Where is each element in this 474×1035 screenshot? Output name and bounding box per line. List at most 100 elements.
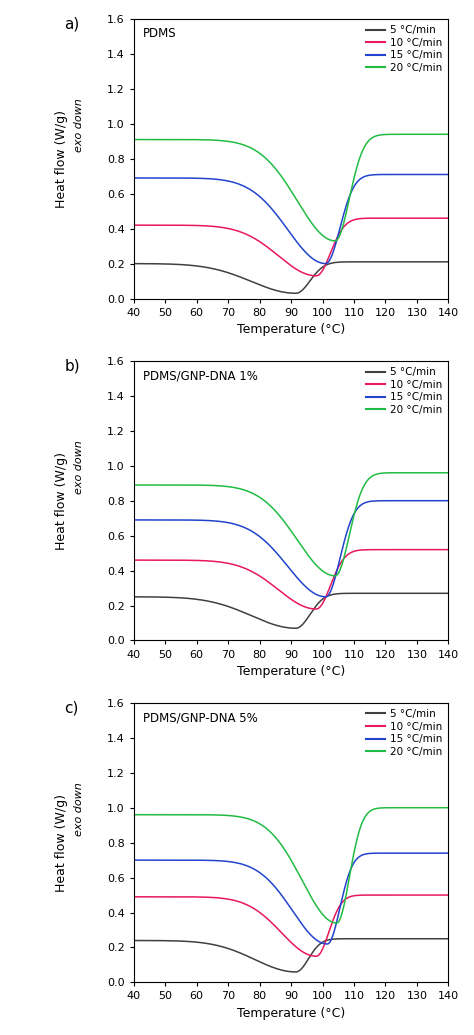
15 °C/min — [379, 495, 384, 507]
5 °C/min — [293, 622, 299, 634]
10 °C/min — [284, 590, 290, 602]
15 °C/min — [437, 847, 442, 859]
10 °C/min — [313, 950, 319, 963]
5 °C/min — [437, 587, 442, 599]
5 °C/min — [437, 587, 442, 599]
15 °C/min — [444, 169, 450, 181]
15 °C/min — [284, 559, 290, 571]
10 °C/min — [313, 602, 319, 615]
5 °C/min — [446, 587, 451, 599]
Y-axis label: Heat flow (W/g): Heat flow (W/g) — [55, 451, 68, 550]
5 °C/min — [379, 256, 384, 268]
Line: 15 °C/min: 15 °C/min — [134, 853, 448, 944]
10 °C/min — [131, 890, 137, 903]
20 °C/min — [147, 134, 153, 146]
5 °C/min — [437, 256, 442, 268]
20 °C/min — [437, 467, 442, 479]
10 °C/min — [275, 249, 281, 262]
Legend: 5 °C/min, 10 °C/min, 15 °C/min, 20 °C/min: 5 °C/min, 10 °C/min, 15 °C/min, 20 °C/mi… — [362, 363, 447, 419]
Text: exo down: exo down — [73, 782, 84, 836]
20 °C/min — [131, 479, 137, 492]
20 °C/min — [284, 847, 290, 859]
5 °C/min — [415, 256, 421, 268]
Line: 20 °C/min: 20 °C/min — [134, 473, 448, 575]
15 °C/min — [379, 847, 384, 859]
10 °C/min — [437, 212, 442, 225]
5 °C/min — [401, 933, 407, 945]
15 °C/min — [131, 172, 137, 184]
Text: c): c) — [64, 700, 79, 715]
10 °C/min — [437, 889, 442, 901]
10 °C/min — [284, 932, 290, 944]
10 °C/min — [446, 543, 451, 556]
10 °C/min — [131, 554, 137, 566]
5 °C/min — [379, 933, 384, 945]
10 °C/min — [313, 269, 319, 282]
10 °C/min — [379, 889, 384, 901]
20 °C/min — [147, 479, 153, 492]
10 °C/min — [437, 889, 442, 901]
10 °C/min — [446, 889, 451, 901]
20 °C/min — [284, 519, 290, 531]
10 °C/min — [131, 219, 137, 232]
15 °C/min — [437, 169, 442, 181]
Legend: 5 °C/min, 10 °C/min, 15 °C/min, 20 °C/min: 5 °C/min, 10 °C/min, 15 °C/min, 20 °C/mi… — [362, 21, 447, 78]
20 °C/min — [446, 128, 451, 141]
Text: b): b) — [64, 358, 80, 374]
10 °C/min — [422, 889, 428, 901]
15 °C/min — [131, 854, 137, 866]
20 °C/min — [437, 128, 442, 141]
5 °C/min — [275, 285, 281, 297]
20 °C/min — [437, 801, 442, 814]
15 °C/min — [147, 854, 153, 866]
Text: PDMS: PDMS — [143, 27, 177, 40]
Text: a): a) — [64, 17, 80, 31]
20 °C/min — [275, 508, 281, 521]
20 °C/min — [379, 802, 384, 815]
20 °C/min — [437, 128, 442, 141]
10 °C/min — [437, 543, 442, 556]
Y-axis label: Heat flow (W/g): Heat flow (W/g) — [55, 110, 68, 208]
15 °C/min — [437, 847, 442, 859]
20 °C/min — [275, 167, 281, 179]
Text: PDMS/GNP-DNA 1%: PDMS/GNP-DNA 1% — [143, 369, 258, 382]
15 °C/min — [147, 513, 153, 526]
20 °C/min — [332, 569, 338, 582]
15 °C/min — [147, 172, 153, 184]
Text: exo down: exo down — [73, 440, 84, 494]
10 °C/min — [379, 212, 384, 225]
20 °C/min — [284, 178, 290, 190]
10 °C/min — [437, 543, 442, 556]
15 °C/min — [445, 495, 450, 507]
Line: 15 °C/min: 15 °C/min — [134, 175, 448, 264]
Line: 5 °C/min: 5 °C/min — [134, 939, 448, 972]
5 °C/min — [284, 621, 290, 633]
5 °C/min — [131, 258, 137, 270]
Legend: 5 °C/min, 10 °C/min, 15 °C/min, 20 °C/min: 5 °C/min, 10 °C/min, 15 °C/min, 20 °C/mi… — [362, 705, 447, 761]
5 °C/min — [437, 933, 442, 945]
10 °C/min — [379, 543, 384, 556]
5 °C/min — [275, 963, 281, 975]
5 °C/min — [293, 966, 299, 978]
20 °C/min — [147, 808, 153, 821]
Line: 10 °C/min: 10 °C/min — [134, 218, 448, 275]
Line: 15 °C/min: 15 °C/min — [134, 501, 448, 597]
20 °C/min — [275, 834, 281, 847]
5 °C/min — [284, 287, 290, 299]
15 °C/min — [275, 885, 281, 897]
20 °C/min — [334, 917, 339, 929]
Line: 10 °C/min: 10 °C/min — [134, 550, 448, 609]
5 °C/min — [131, 591, 137, 603]
Line: 5 °C/min: 5 °C/min — [134, 593, 448, 628]
10 °C/min — [275, 584, 281, 596]
5 °C/min — [275, 620, 281, 632]
5 °C/min — [379, 587, 384, 599]
10 °C/min — [275, 923, 281, 936]
20 °C/min — [131, 134, 137, 146]
X-axis label: Temperature (°C): Temperature (°C) — [237, 1007, 345, 1021]
15 °C/min — [284, 223, 290, 235]
15 °C/min — [284, 896, 290, 909]
20 °C/min — [437, 467, 442, 479]
X-axis label: Temperature (°C): Temperature (°C) — [237, 323, 345, 336]
15 °C/min — [437, 495, 442, 507]
